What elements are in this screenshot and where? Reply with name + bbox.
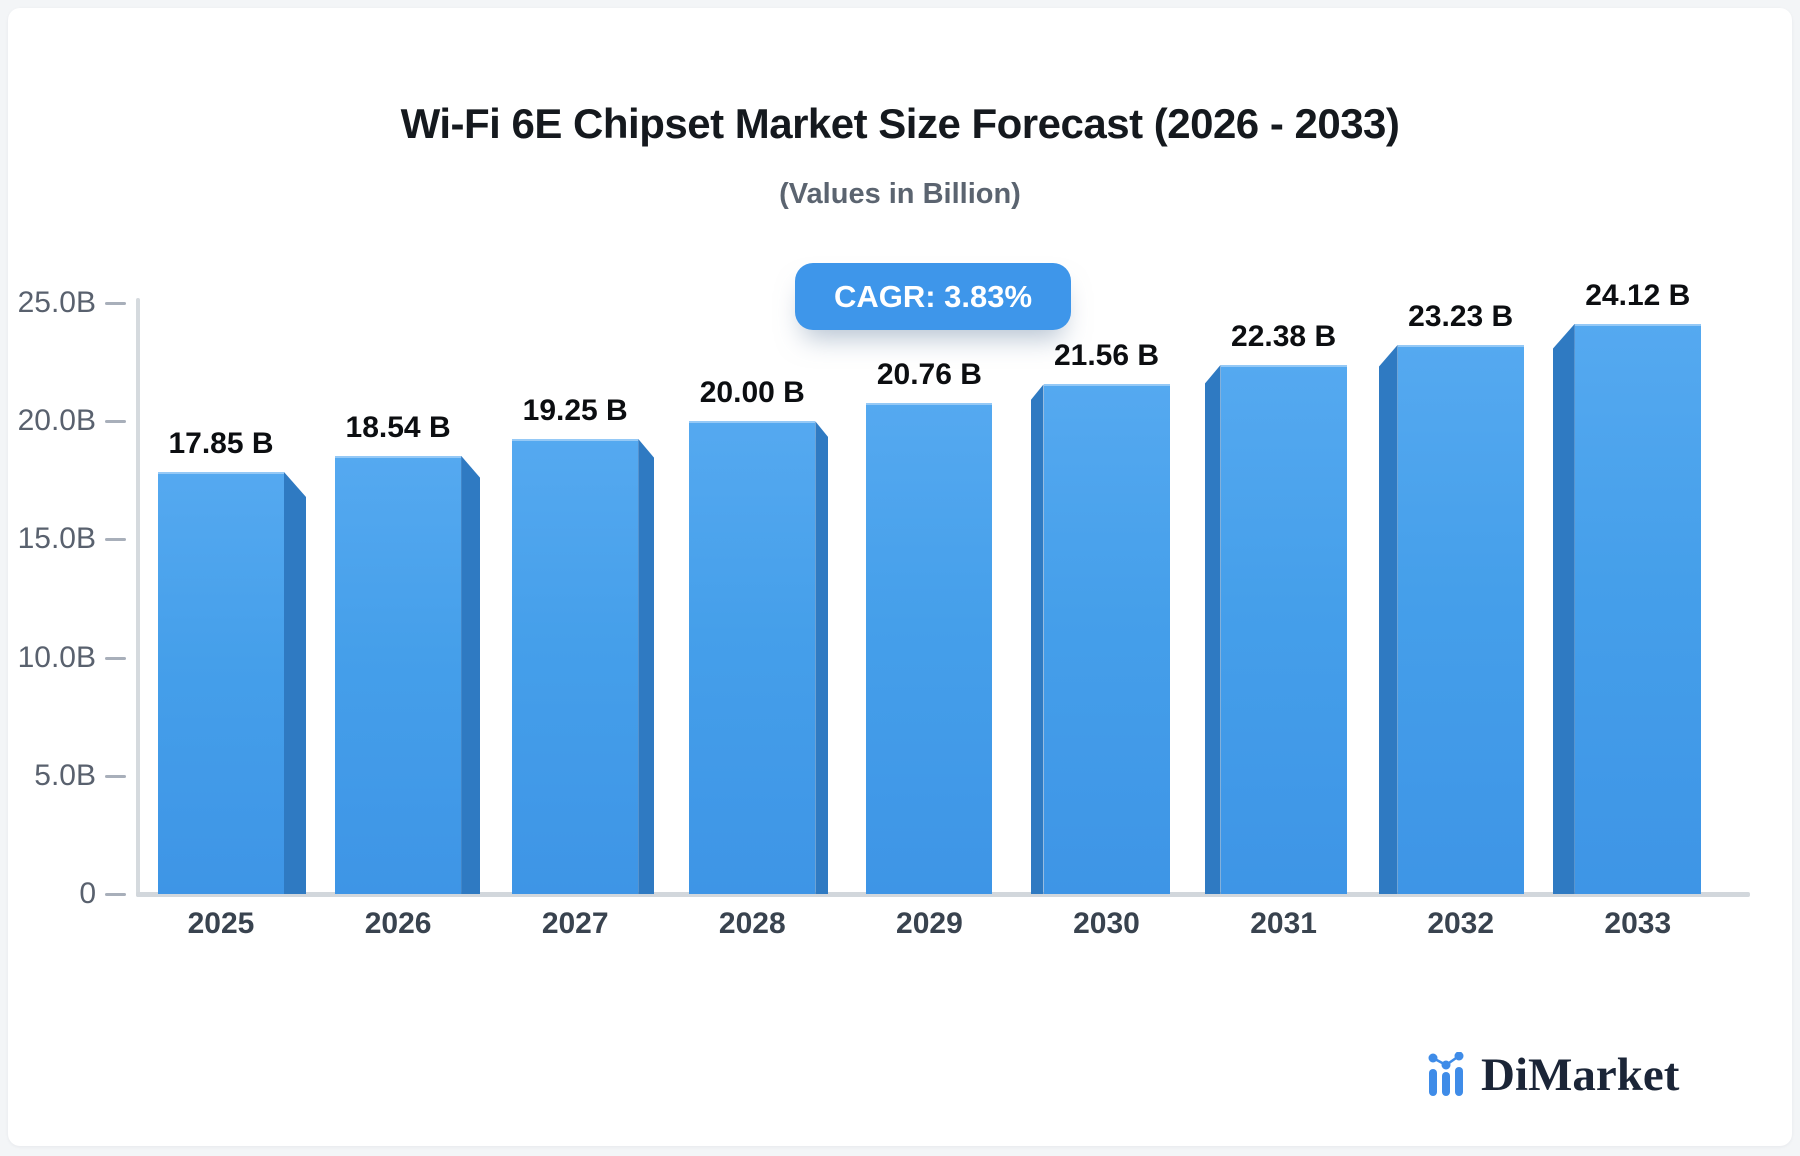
bar-side-face xyxy=(1378,344,1398,894)
bar-2031[interactable] xyxy=(1220,364,1347,894)
y-axis-tick xyxy=(105,302,126,305)
cagr-badge: CAGR: 3.83% xyxy=(795,263,1071,330)
y-axis-label: 0 xyxy=(79,877,96,910)
chart-title: Wi-Fi 6E Chipset Market Size Forecast (2… xyxy=(400,100,1400,147)
bar-value-label: 21.56 B xyxy=(1053,339,1160,373)
y-axis-tick xyxy=(105,420,126,424)
bar-value-label: 24.12 B xyxy=(1585,278,1691,312)
bar-value-label: 22.38 B xyxy=(1231,319,1337,353)
cagr-badge-label: CAGR: 3.83% xyxy=(833,278,1033,314)
x-axis-label: 2031 xyxy=(1250,907,1317,940)
y-axis-tick xyxy=(105,538,126,542)
x-axis-label: 2026 xyxy=(364,907,432,940)
plot-area: 25.0B 20.0B 15.0B 10.0B 5.0B 0 17.85 B 2025 18.5… xyxy=(8,8,1792,1146)
y-axis-label: 5.0B xyxy=(34,758,96,792)
chart-card: Wi-Fi 6E Chipset Market Size Forecast (2… xyxy=(8,8,1792,1146)
x-axis-label: 2030 xyxy=(1073,907,1140,940)
x-axis-label: 2032 xyxy=(1427,907,1495,940)
bar-side-face xyxy=(1204,364,1221,894)
bar-2026[interactable] xyxy=(335,455,462,894)
y-axis-line xyxy=(136,298,140,897)
bar-side-face xyxy=(1552,323,1575,894)
bar-value-label: 23.23 B xyxy=(1408,299,1514,333)
y-axis-tick xyxy=(105,893,126,896)
x-axis-label: 2033 xyxy=(1604,907,1672,940)
x-axis-label: 2029 xyxy=(896,907,963,940)
bar-2027[interactable] xyxy=(512,438,639,894)
bar-side-face xyxy=(284,472,306,894)
bar-2030[interactable] xyxy=(1043,384,1170,894)
bar-2029[interactable] xyxy=(866,403,993,894)
bar-value-label: 20.00 B xyxy=(699,376,805,410)
bar-value-label: 17.85 B xyxy=(168,427,274,461)
x-axis-label: 2027 xyxy=(541,907,609,940)
bar-side-face xyxy=(638,438,655,894)
y-axis-label: 20.0B xyxy=(17,404,96,438)
x-axis-label: 2025 xyxy=(187,907,255,940)
bar-2032[interactable] xyxy=(1397,344,1524,894)
x-axis-line xyxy=(136,892,1750,897)
y-axis-tick xyxy=(105,656,126,660)
bar-2033[interactable] xyxy=(1574,323,1701,894)
y-axis-label: 10.0B xyxy=(17,640,96,674)
bar-side-face xyxy=(1030,384,1044,894)
y-axis-label: 25.0B xyxy=(17,286,96,319)
y-axis-tick xyxy=(105,774,126,778)
y-axis-label: 15.0B xyxy=(17,522,96,556)
bar-value-label: 19.25 B xyxy=(522,393,628,427)
bar-side-face xyxy=(815,421,829,894)
bar-value-label: 18.54 B xyxy=(345,410,451,444)
dimarket-logo-text: DiMarket xyxy=(1481,1049,1680,1101)
bar-chart-logo-icon xyxy=(1428,1052,1464,1096)
dimarket-logo: DiMarket xyxy=(1426,1046,1679,1104)
bar-side-face xyxy=(461,455,481,894)
x-axis-label: 2028 xyxy=(718,907,786,940)
bar-2028[interactable] xyxy=(689,421,816,894)
bar-2025[interactable] xyxy=(158,472,284,894)
chart-subtitle: (Values in Billion) xyxy=(779,178,1021,210)
bar-value-label: 20.76 B xyxy=(876,358,982,392)
